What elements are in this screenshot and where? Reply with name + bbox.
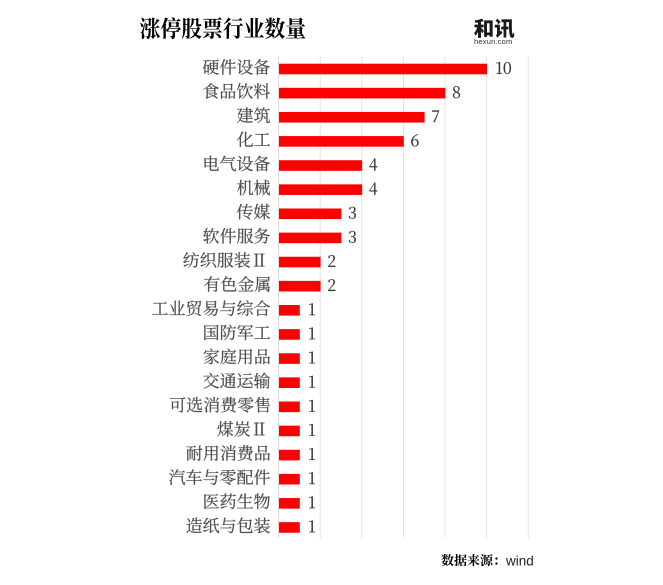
- svg-text:wind: wind: [505, 554, 534, 569]
- svg-text:hexun.com: hexun.com: [474, 37, 513, 46]
